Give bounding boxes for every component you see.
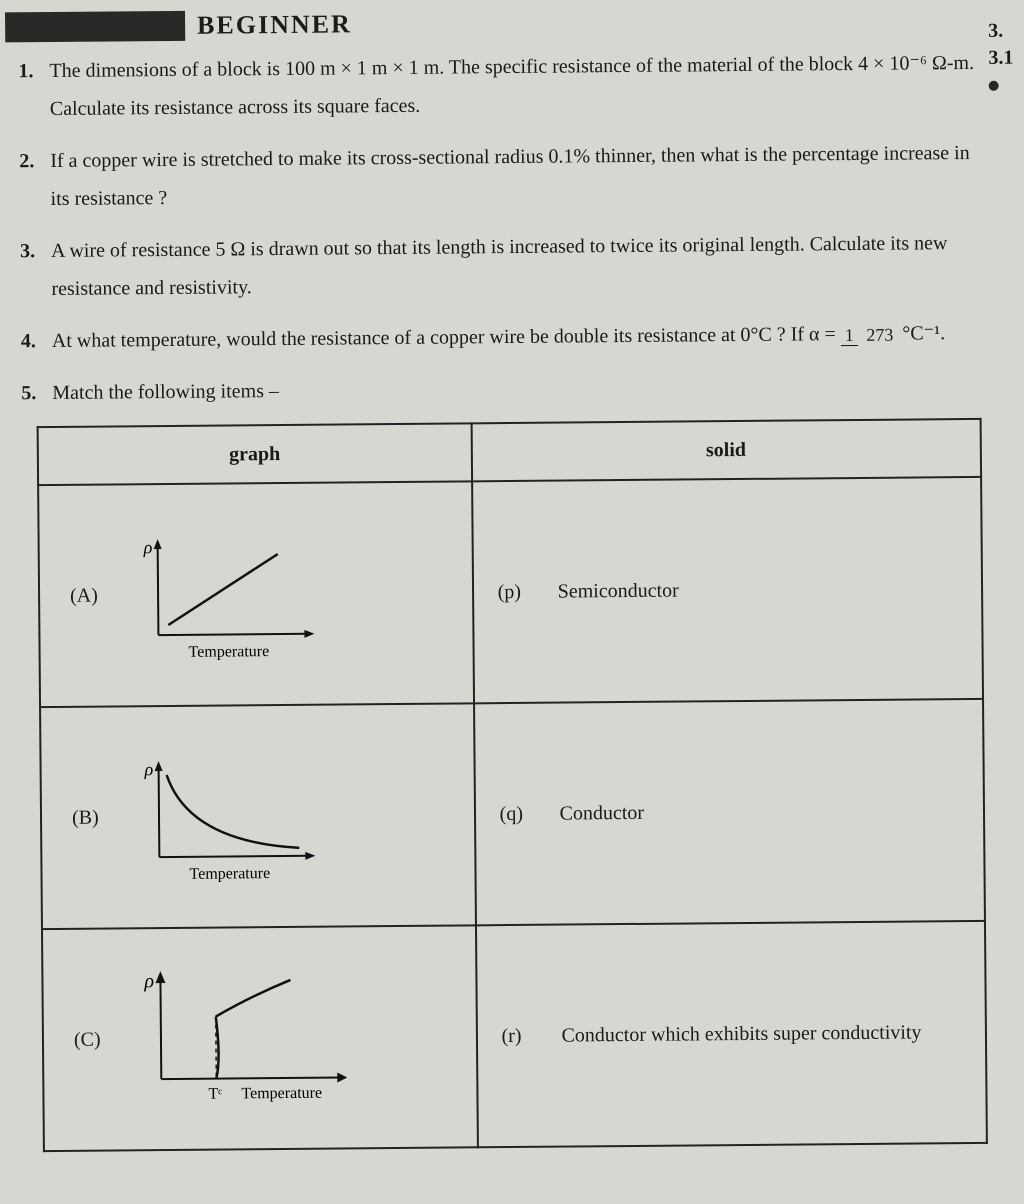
question-text-4: At what temperature, would the resistanc… — [52, 314, 992, 360]
header-row: BEGINNER — [5, 4, 989, 43]
q4-frac-den: 273 — [862, 325, 897, 345]
margin-line-1: 3. — [988, 20, 1013, 43]
question-num-5: 5. — [8, 374, 36, 412]
graph-b: ρ Temperature — [118, 746, 339, 888]
table-header-graph: graph — [38, 423, 472, 485]
row-b-label: (B) — [72, 806, 99, 829]
graph-a: ρ Temperature — [117, 524, 338, 666]
graph-b-yaxis: ρ — [143, 759, 153, 779]
row-c-text: Conductor which exhibits super conductiv… — [561, 1021, 921, 1046]
header-blackbar — [5, 11, 185, 43]
question-text-2: If a copper wire is stretched to make it… — [50, 134, 991, 218]
question-num-1: 1. — [5, 52, 34, 128]
question-text-1: The dimensions of a block is 100 m × 1 m… — [49, 44, 990, 128]
graph-c-yaxis: ρ — [143, 970, 154, 992]
question-3: 3. A wire of resistance 5 Ω is drawn out… — [7, 224, 992, 309]
graph-c-xaxis: Temperature — [241, 1085, 322, 1103]
q4-prefix: At what temperature, would the resistanc… — [52, 323, 841, 352]
table-row: (C) ρ Tᶜ Temperature — [42, 921, 987, 1151]
row-a-opt: (p) — [498, 580, 538, 603]
question-4: 4. At what temperature, would the resist… — [8, 314, 992, 361]
row-a-text: Semiconductor — [558, 579, 679, 602]
margin-notes: 3. 3.1 — [988, 20, 1014, 101]
question-2: 2. If a copper wire is stretched to make… — [6, 134, 991, 219]
graph-c-tick: Tᶜ — [208, 1086, 222, 1103]
table-row: (A) ρ Temperature (p) Semiconductor — [38, 477, 983, 707]
q4-frac-num: 1 — [841, 325, 858, 346]
question-num-4: 4. — [8, 322, 36, 360]
q4-fraction: 1 273 — [841, 326, 898, 344]
graph-c: ρ Tᶜ Temperature — [120, 957, 371, 1119]
row-a-label: (A) — [70, 584, 98, 607]
row-b-text: Conductor — [559, 801, 644, 824]
question-1: 1. The dimensions of a block is 100 m × … — [5, 44, 990, 129]
graph-a-xaxis: Temperature — [188, 643, 269, 661]
question-text-5: Match the following items – — [52, 366, 992, 412]
question-num-2: 2. — [6, 142, 35, 218]
graph-a-yaxis: ρ — [142, 537, 152, 557]
header-title: BEGINNER — [197, 9, 352, 40]
row-b-opt: (q) — [500, 802, 540, 825]
table-header-solid: solid — [471, 419, 981, 481]
row-c-label: (C) — [74, 1028, 101, 1051]
margin-bullet — [989, 81, 999, 91]
question-num-3: 3. — [7, 232, 36, 308]
graph-b-xaxis: Temperature — [189, 865, 270, 883]
question-5: 5. Match the following items – — [8, 366, 992, 413]
match-table: graph solid (A) ρ Temperature — [37, 418, 988, 1152]
row-c-opt: (r) — [501, 1024, 541, 1047]
margin-line-2: 3.1 — [988, 47, 1013, 70]
question-text-3: A wire of resistance 5 Ω is drawn out so… — [51, 224, 992, 308]
q4-suffix: °C⁻¹. — [902, 322, 945, 344]
table-row: (B) ρ Temperature (q) Conductor — [40, 699, 985, 929]
